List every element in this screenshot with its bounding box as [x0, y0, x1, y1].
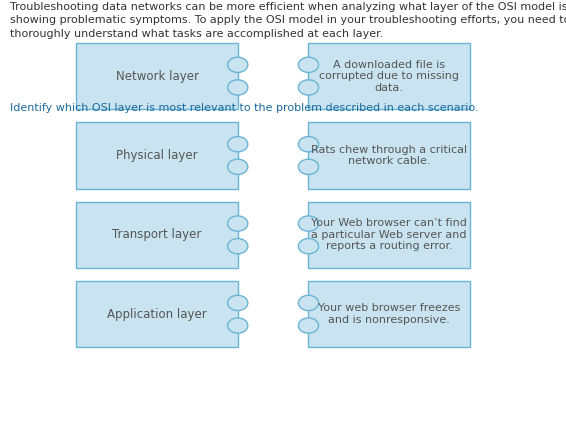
- FancyBboxPatch shape: [76, 122, 238, 189]
- FancyBboxPatch shape: [76, 43, 238, 109]
- Circle shape: [298, 295, 319, 311]
- Circle shape: [298, 239, 319, 254]
- Circle shape: [298, 136, 319, 152]
- Text: Rats chew through a critical
network cable.: Rats chew through a critical network cab…: [311, 145, 467, 166]
- Circle shape: [228, 239, 248, 254]
- FancyBboxPatch shape: [76, 202, 238, 268]
- Circle shape: [298, 80, 319, 95]
- FancyBboxPatch shape: [308, 43, 470, 109]
- Circle shape: [228, 216, 248, 231]
- Circle shape: [228, 295, 248, 311]
- FancyBboxPatch shape: [76, 281, 238, 347]
- FancyBboxPatch shape: [308, 122, 470, 189]
- Circle shape: [228, 57, 248, 73]
- Circle shape: [228, 80, 248, 95]
- Text: Your Web browser can’t find
a particular Web server and
reports a routing error.: Your Web browser can’t find a particular…: [311, 218, 467, 251]
- Text: A downloaded file is
corrupted due to missing
data.: A downloaded file is corrupted due to mi…: [319, 60, 459, 93]
- Text: Transport layer: Transport layer: [113, 228, 201, 242]
- Text: Troubleshooting data networks can be more efficient when analyzing what layer of: Troubleshooting data networks can be mor…: [10, 2, 566, 39]
- Circle shape: [228, 136, 248, 152]
- Circle shape: [228, 318, 248, 333]
- Text: Physical layer: Physical layer: [116, 149, 198, 162]
- Circle shape: [298, 318, 319, 333]
- Text: Application layer: Application layer: [107, 308, 207, 321]
- Text: Network layer: Network layer: [115, 69, 199, 83]
- Circle shape: [298, 159, 319, 175]
- Text: Your web browser freezes
and is nonresponsive.: Your web browser freezes and is nonrespo…: [318, 303, 460, 325]
- Circle shape: [298, 57, 319, 73]
- Circle shape: [298, 216, 319, 231]
- Circle shape: [228, 159, 248, 175]
- FancyBboxPatch shape: [308, 202, 470, 268]
- FancyBboxPatch shape: [308, 281, 470, 347]
- Text: Identify which OSI layer is most relevant to the problem described in each scena: Identify which OSI layer is most relevan…: [10, 103, 479, 113]
